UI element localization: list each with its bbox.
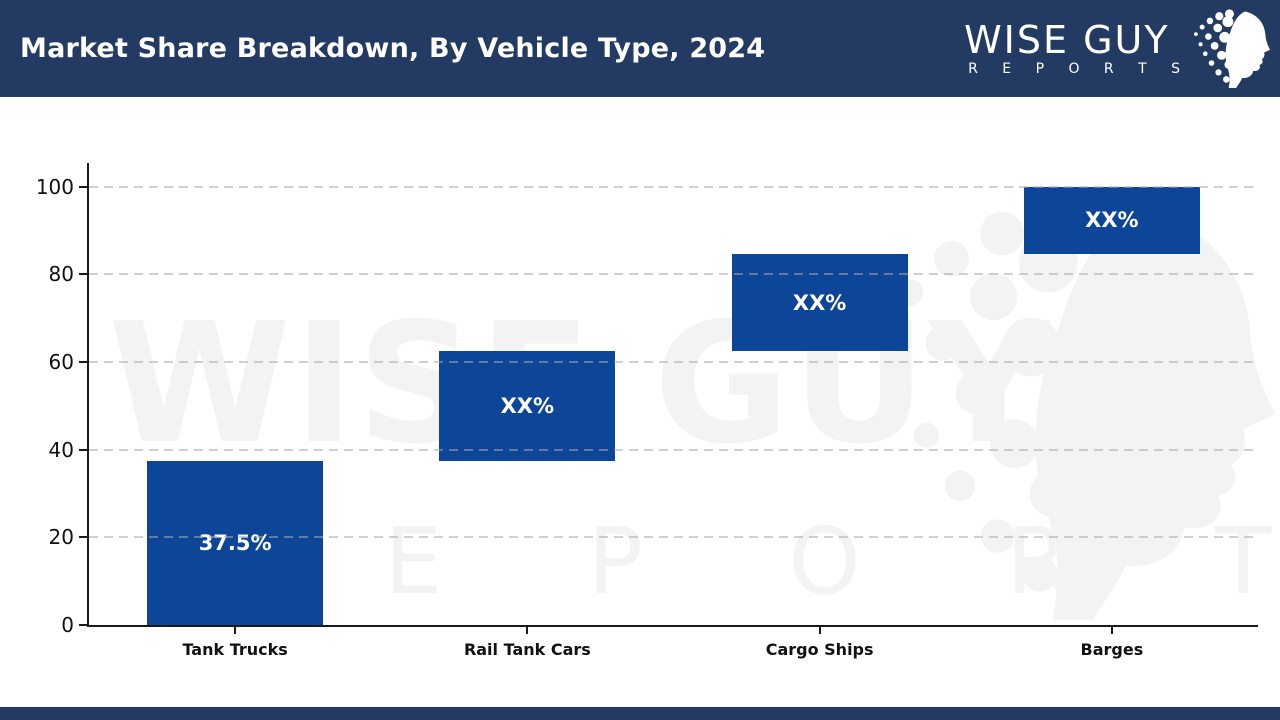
y-tick: [79, 273, 87, 276]
y-tick: [79, 185, 87, 188]
bar-value-label: XX%: [500, 393, 555, 418]
x-axis-spine: [87, 625, 1258, 627]
y-axis-tick-label: 60: [48, 349, 74, 374]
gridline-40: [89, 448, 1258, 451]
y-axis-tick-label: 80: [48, 262, 74, 287]
y-axis-tick-label: 20: [48, 525, 74, 550]
wise-guy-logo: WISE GUY R E P O R T S: [964, 4, 1270, 94]
y-tick: [79, 536, 87, 539]
y-tick: [79, 360, 87, 363]
x-tick: [1110, 627, 1113, 634]
y-axis-spine: [87, 163, 89, 627]
bar-barges: XX%: [1023, 186, 1200, 255]
chart-title: Market Share Breakdown, By Vehicle Type,…: [20, 33, 766, 64]
header-bar: Market Share Breakdown, By Vehicle Type,…: [0, 0, 1280, 97]
gridline-20: [89, 536, 1258, 539]
logo-wordmark: WISE GUY: [964, 18, 1170, 62]
y-axis-tick-label: 0: [61, 613, 74, 637]
bar-value-label: XX%: [1085, 208, 1139, 233]
x-axis-label: Cargo Ships: [765, 640, 874, 659]
y-axis-tick-label: 100: [35, 174, 74, 199]
x-tick: [818, 627, 821, 634]
x-axis-label: Rail Tank Cars: [463, 640, 591, 659]
footer-bar: [0, 707, 1280, 720]
bar-rail-tank-cars: XX%: [439, 350, 616, 461]
x-tick: [526, 627, 529, 634]
logo-head-icon: [1192, 4, 1270, 94]
y-tick: [79, 448, 87, 451]
bar-value-label: 37.5%: [198, 530, 272, 555]
bar-cargo-ships: XX%: [731, 254, 908, 351]
x-axis-label: Tank Trucks: [182, 640, 288, 659]
x-tick: [234, 627, 237, 634]
x-axis-label: Barges: [1080, 640, 1144, 659]
bar-value-label: XX%: [792, 290, 847, 315]
y-tick: [79, 624, 87, 626]
bar-tank-trucks: 37.5%: [147, 460, 324, 625]
y-axis-tick-label: 40: [48, 437, 74, 462]
gridline-80: [89, 273, 1258, 276]
gridline-100: [89, 185, 1258, 188]
gridline-60: [89, 360, 1258, 363]
logo-text: WISE GUY R E P O R T S: [964, 20, 1190, 77]
logo-subtext: R E P O R T S: [968, 61, 1190, 77]
